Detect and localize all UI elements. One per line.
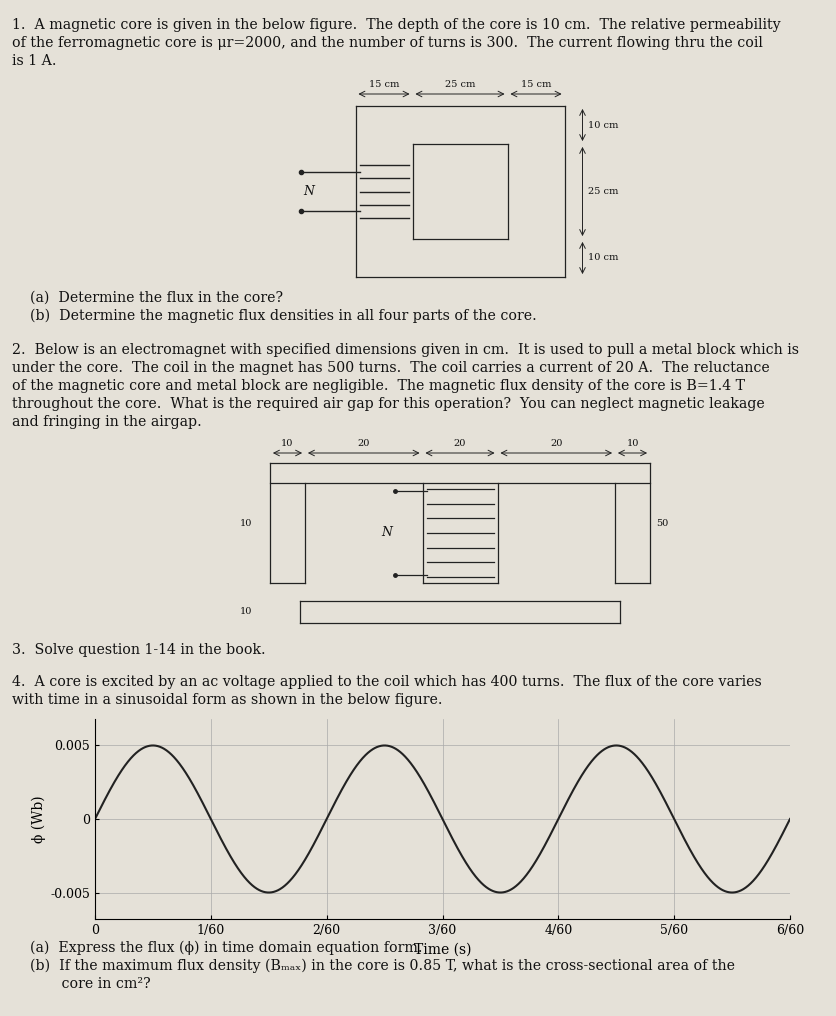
Text: 20: 20	[358, 439, 370, 448]
Text: (b)  Determine the magnetic flux densities in all four parts of the core.: (b) Determine the magnetic flux densitie…	[30, 309, 537, 323]
Text: of the ferromagnetic core is μr=2000, and the number of turns is 300.  The curre: of the ferromagnetic core is μr=2000, an…	[12, 36, 763, 50]
Text: 1.  A magnetic core is given in the below figure.  The depth of the core is 10 c: 1. A magnetic core is given in the below…	[12, 18, 781, 31]
Text: 10: 10	[240, 518, 252, 527]
Text: N: N	[303, 185, 314, 198]
Text: 20: 20	[454, 439, 466, 448]
Text: is 1 A.: is 1 A.	[12, 54, 57, 68]
Y-axis label: ϕ (Wb): ϕ (Wb)	[32, 796, 46, 843]
Text: 4.  A core is excited by an ac voltage applied to the coil which has 400 turns. : 4. A core is excited by an ac voltage ap…	[12, 675, 762, 689]
Text: N: N	[381, 526, 392, 539]
Text: 10: 10	[240, 608, 252, 617]
Text: of the magnetic core and metal block are negligible.  The magnetic flux density : of the magnetic core and metal block are…	[12, 379, 745, 393]
Text: 3.  Solve question 1-14 in the book.: 3. Solve question 1-14 in the book.	[12, 643, 266, 657]
Text: 15 cm: 15 cm	[369, 80, 399, 89]
Text: 10 cm: 10 cm	[588, 254, 618, 262]
Text: 25 cm: 25 cm	[445, 80, 475, 89]
Text: 15 cm: 15 cm	[521, 80, 551, 89]
Text: (a)  Determine the flux in the core?: (a) Determine the flux in the core?	[30, 291, 283, 305]
X-axis label: Time (s): Time (s)	[414, 943, 472, 956]
Text: 20: 20	[550, 439, 563, 448]
Text: core in cm²?: core in cm²?	[30, 977, 150, 991]
Text: throughout the core.  What is the required air gap for this operation?  You can : throughout the core. What is the require…	[12, 397, 765, 411]
Text: and fringing in the airgap.: and fringing in the airgap.	[12, 415, 201, 429]
Text: 2.  Below is an electromagnet with specified dimensions given in cm.  It is used: 2. Below is an electromagnet with specif…	[12, 343, 799, 357]
Text: (a)  Express the flux (ϕ) in time domain equation form.: (a) Express the flux (ϕ) in time domain …	[30, 941, 422, 955]
Text: 25 cm: 25 cm	[588, 187, 618, 196]
Text: 50: 50	[656, 518, 668, 527]
Text: with time in a sinusoidal form as shown in the below figure.: with time in a sinusoidal form as shown …	[12, 693, 442, 707]
Text: under the core.  The coil in the magnet has 500 turns.  The coil carries a curre: under the core. The coil in the magnet h…	[12, 361, 770, 375]
Text: (b)  If the maximum flux density (Bₘₐₓ) in the core is 0.85 T, what is the cross: (b) If the maximum flux density (Bₘₐₓ) i…	[30, 959, 735, 973]
Text: 10 cm: 10 cm	[588, 121, 618, 129]
Text: 10: 10	[281, 439, 293, 448]
Text: 10: 10	[626, 439, 639, 448]
